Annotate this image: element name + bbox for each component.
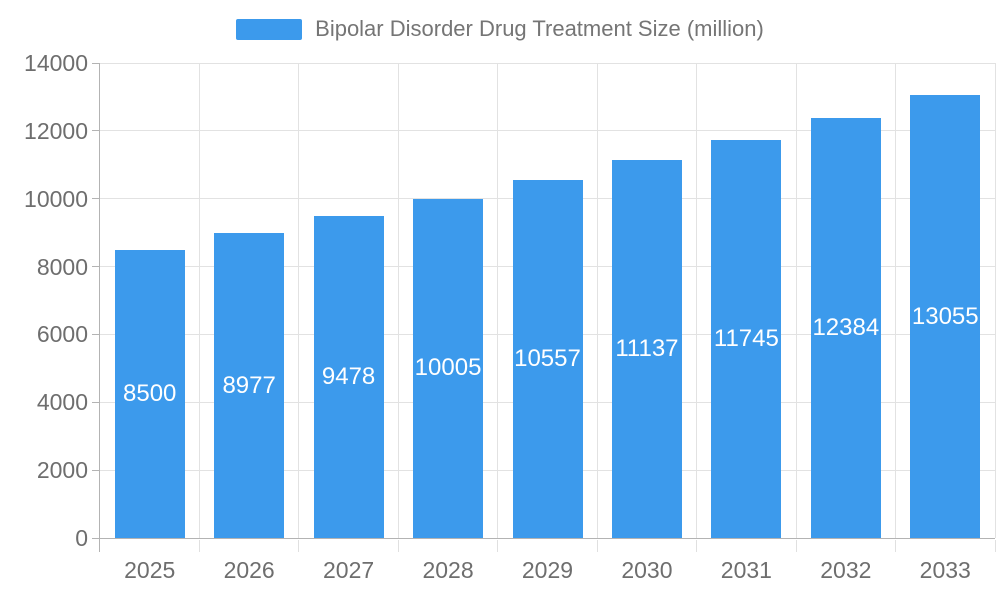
bar-value-label: 8977 [222, 371, 276, 399]
bar-2033 [910, 95, 981, 538]
bar-value-label: 8500 [123, 379, 177, 407]
legend-swatch[interactable] [236, 18, 303, 40]
v-gridline [795, 63, 797, 538]
y-tick-label: 4000 [36, 389, 88, 416]
bar-2028 [413, 198, 484, 538]
y-tick-label: 6000 [36, 321, 88, 348]
v-gridline [596, 63, 598, 538]
bar-value-label: 13055 [911, 302, 979, 330]
v-gridline [497, 63, 499, 538]
y-axis-tick [92, 62, 100, 64]
bar-2030 [611, 160, 682, 538]
legend-label[interactable]: Bipolar Disorder Drug Treatment Size (mi… [315, 16, 764, 41]
x-axis-tick [198, 540, 200, 552]
x-axis-tick [497, 540, 499, 552]
bar-2026 [214, 233, 285, 538]
y-tick-label: 0 [75, 525, 88, 551]
bar-value-label: 10557 [514, 344, 581, 372]
x-axis-tick [696, 540, 698, 552]
x-tick-label-2026: 2026 [223, 557, 275, 583]
v-gridline [895, 63, 897, 538]
h-gridline [100, 62, 995, 64]
bar-2032 [810, 117, 881, 538]
x-tick-label-2030: 2030 [621, 557, 673, 583]
y-axis-tick [92, 401, 100, 403]
x-tick-label-2025: 2025 [124, 557, 176, 583]
x-tick-label-2027: 2027 [323, 557, 375, 583]
y-axis-tick [92, 266, 100, 268]
y-tick-label: 14000 [24, 50, 88, 76]
bar-2029 [512, 179, 583, 538]
y-axis-line [99, 63, 100, 552]
y-tick-label: 12000 [24, 117, 88, 144]
y-axis-tick [92, 333, 100, 335]
x-tick-label-2032: 2032 [820, 557, 872, 583]
y-axis-tick [92, 537, 100, 539]
bar-2025 [114, 249, 185, 538]
bar-2027 [313, 216, 384, 538]
v-gridline [198, 63, 200, 538]
x-tick-label-2033: 2033 [919, 557, 971, 583]
y-axis-tick [92, 198, 100, 200]
y-tick-label: 2000 [36, 457, 88, 484]
x-axis-tick [397, 540, 399, 552]
x-axis-tick [994, 540, 996, 552]
bar-2031 [711, 139, 782, 538]
bar-value-label: 11137 [615, 335, 679, 363]
bar-value-label: 10005 [414, 354, 482, 382]
v-gridline [994, 63, 996, 538]
x-axis-tick [895, 540, 897, 552]
legend[interactable]: Bipolar Disorder Drug Treatment Size (mi… [0, 16, 1000, 42]
bar-value-label: 12384 [812, 313, 880, 341]
v-gridline [696, 63, 698, 538]
x-tick-label-2031: 2031 [720, 557, 772, 583]
h-gridline [100, 130, 995, 132]
x-axis-tick [596, 540, 598, 552]
x-axis-tick [795, 540, 797, 552]
v-gridline [298, 63, 300, 538]
x-axis-tick [298, 540, 300, 552]
x-tick-label-2029: 2029 [521, 557, 574, 583]
x-tick-label-2028: 2028 [422, 557, 474, 583]
bar-value-label: 9478 [321, 363, 376, 391]
v-gridline [397, 63, 399, 538]
y-axis-tick [92, 469, 100, 471]
y-axis-tick [92, 130, 100, 132]
y-tick-label: 8000 [36, 253, 88, 280]
y-tick-label: 10000 [24, 185, 88, 212]
bar-value-label: 11745 [713, 324, 779, 352]
x-axis-line [100, 538, 995, 539]
